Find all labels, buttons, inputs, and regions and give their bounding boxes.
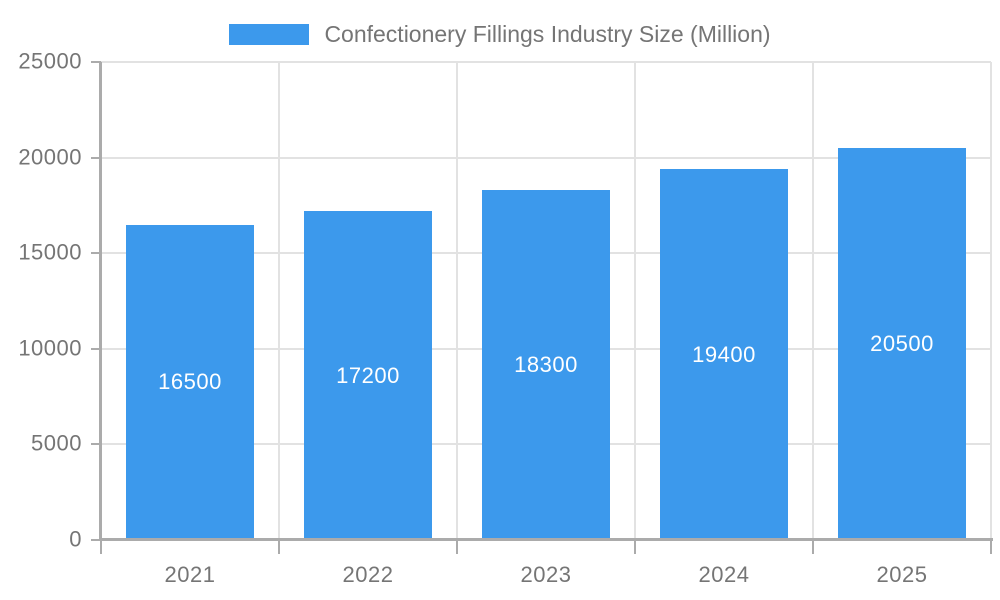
y-axis-line [99,62,102,540]
y-gridline [101,61,991,63]
x-axis-tick [278,541,280,554]
y-axis-tick [91,539,101,541]
bar-2024[interactable] [660,169,788,540]
x-axis-tick [634,541,636,554]
x-gridline [812,62,814,538]
y-tick-label: 10000 [18,335,82,361]
x-axis-tick [100,541,102,554]
bar-value-label: 17200 [336,362,400,388]
x-tick-label: 2025 [876,562,928,587]
x-gridline [634,62,636,538]
y-tick-label: 20000 [18,144,82,170]
bar-value-label: 19400 [692,341,756,367]
legend-swatch-icon [229,24,310,45]
bar-2023[interactable] [482,190,610,540]
x-tick-label: 2024 [698,562,750,587]
x-axis-line [99,538,993,541]
chart-legend[interactable]: Confectionery Fillings Industry Size (Mi… [0,21,1000,48]
x-gridline [990,62,992,538]
bar-value-label: 18300 [514,352,578,378]
x-axis-tick [456,541,458,554]
y-axis-tick [91,156,101,159]
x-axis-tick [990,541,992,554]
bar-2022[interactable] [304,211,432,540]
y-axis-tick [91,443,101,446]
y-axis-tick [91,61,101,63]
y-tick-label: 0 [69,526,82,552]
y-tick-label: 5000 [31,430,82,456]
legend-label: Confectionery Fillings Industry Size (Mi… [324,21,771,47]
x-axis-tick [812,541,814,554]
y-tick-label: 15000 [18,239,82,265]
bar-2021[interactable] [126,224,254,540]
x-tick-label: 2021 [164,562,216,587]
bar-value-label: 20500 [870,331,934,357]
y-axis-tick [91,252,101,255]
x-tick-label: 2023 [520,562,572,587]
x-tick-label: 2022 [342,562,394,587]
y-axis-tick [91,347,101,350]
y-gridline [101,156,991,159]
bar-2025[interactable] [838,148,966,540]
x-gridline [278,62,280,538]
y-tick-label: 25000 [18,48,82,74]
x-gridline [456,62,458,538]
bar-value-label: 16500 [158,369,222,395]
